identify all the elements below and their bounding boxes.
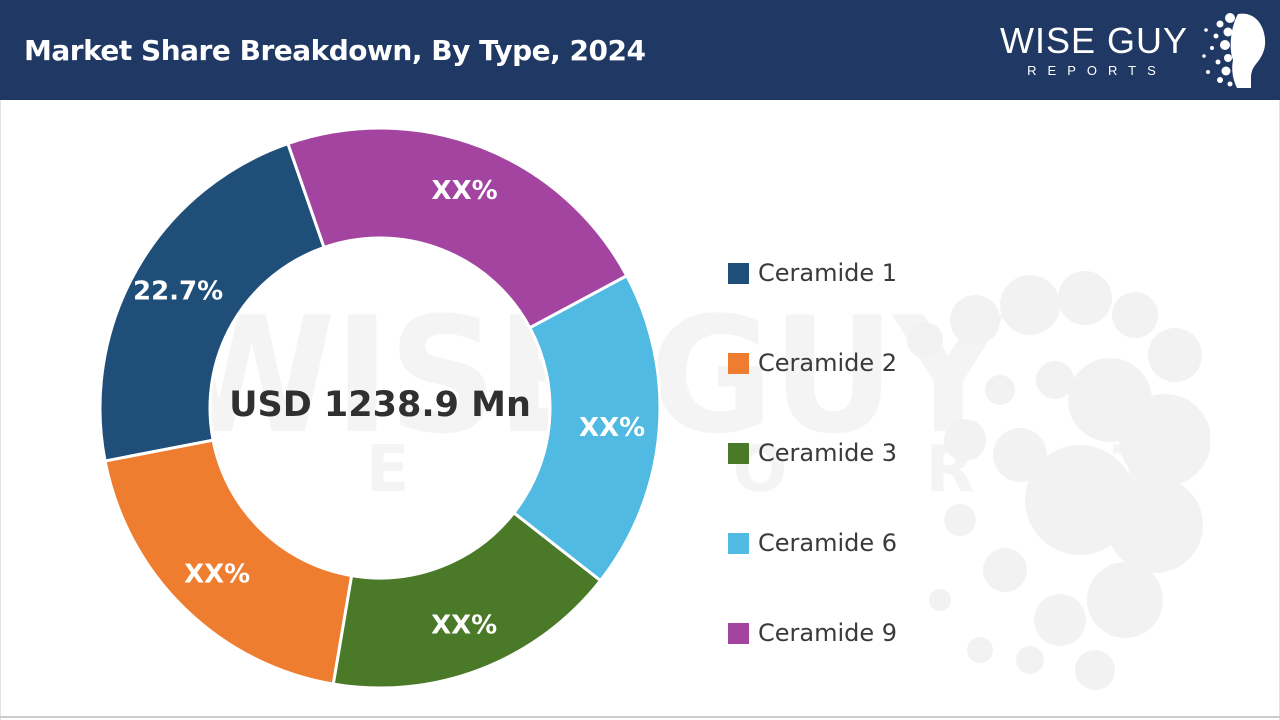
segment-value-label-ceramide-2: XX% (184, 560, 250, 590)
donut-segment-ceramide-6 (512, 274, 662, 583)
legend-swatch-ceramide-1 (728, 262, 749, 284)
legend-item-ceramide-1: Ceramide 1 (728, 259, 898, 287)
segment-value-label-ceramide-1: 22.7% (133, 277, 223, 307)
legend-swatch-ceramide-3 (728, 442, 749, 464)
donut-segment-ceramide-3 (331, 511, 603, 690)
wise-guy-reports-logo: WISE GUY REPORTS (1000, 8, 1280, 92)
legend-item-ceramide-9: Ceramide 9 (728, 619, 898, 647)
logo-face-icon (1202, 13, 1266, 89)
legend-item-ceramide-2: Ceramide 2 (728, 349, 898, 377)
donut-segment-ceramide-1 (98, 142, 326, 463)
header-bar: Market Share Breakdown, By Type, 2024 WI… (0, 0, 1280, 100)
legend-label: Ceramide 9 (758, 619, 898, 647)
donut-segment-ceramide-2 (103, 438, 354, 686)
donut-center-value: USD 1238.9 Mn (229, 385, 531, 425)
legend-label: Ceramide 3 (758, 439, 898, 467)
segment-value-label-ceramide-3: XX% (431, 610, 497, 640)
donut-segment-ceramide-9 (286, 126, 629, 330)
legend-label: Ceramide 1 (758, 259, 898, 287)
legend-label: Ceramide 6 (758, 529, 898, 557)
page-title: Market Share Breakdown, By Type, 2024 (24, 33, 646, 67)
segment-value-label-ceramide-9: XX% (432, 176, 498, 206)
logo-wordmark: WISE GUY (999, 19, 1188, 61)
legend-swatch-ceramide-2 (728, 352, 749, 374)
segment-value-label-ceramide-6: XX% (579, 413, 645, 443)
legend-item-ceramide-3: Ceramide 3 (728, 439, 898, 467)
left-border-line (0, 100, 1, 720)
logo-subtitle: REPORTS (1027, 62, 1167, 78)
legend-swatch-ceramide-9 (728, 622, 749, 644)
logo-text: WISE GUY REPORTS (999, 19, 1188, 78)
legend-swatch-ceramide-6 (728, 532, 749, 554)
legend-label: Ceramide 2 (758, 349, 898, 377)
watermark-face-dots (907, 271, 1210, 690)
legend-item-ceramide-6: Ceramide 6 (728, 529, 898, 557)
bottom-border-line (0, 716, 1280, 718)
legend: Ceramide 1 Ceramide 2 Ceramide 3 Ceramid… (728, 259, 898, 712)
